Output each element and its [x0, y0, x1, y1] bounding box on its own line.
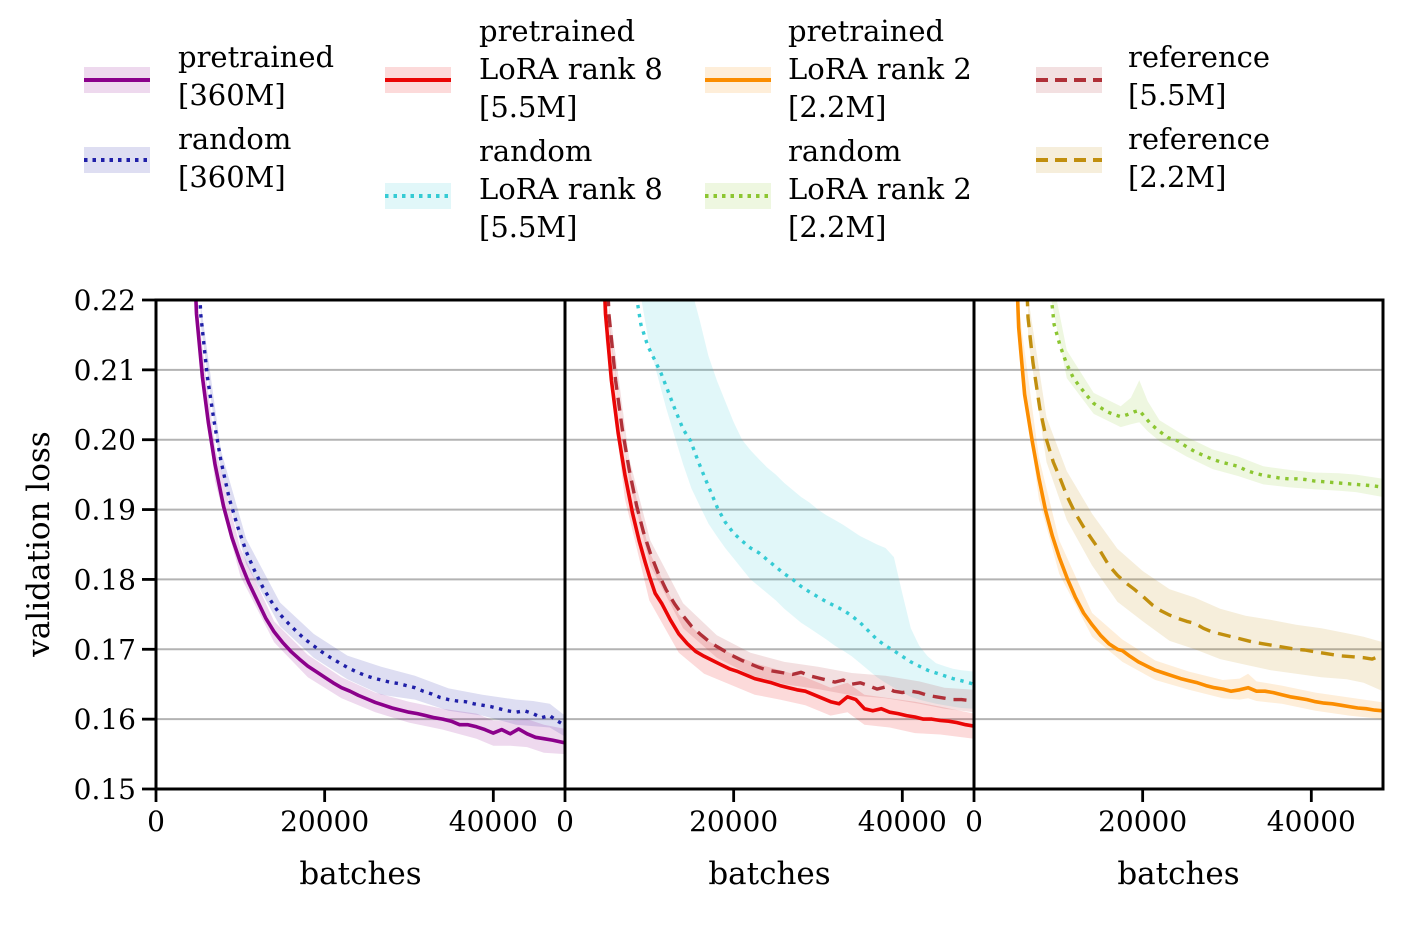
legend-swatch-line [705, 78, 771, 82]
y-tick-label: 0.20 [74, 424, 136, 457]
x-tick-label: 40000 [449, 805, 538, 838]
legend-label-pretrained-lora2: pretrained LoRA rank 2 [2.2M] [788, 12, 972, 126]
legend-label-pretrained-lora8: pretrained LoRA rank 8 [5.5M] [479, 12, 663, 126]
legend-label-line: random [178, 122, 292, 156]
legend-swatch-line [1036, 78, 1102, 82]
band-random-360m [200, 303, 565, 737]
y-tick-label: 0.16 [74, 703, 136, 736]
legend-swatch-line [385, 194, 451, 198]
legend-swatch-line [385, 78, 451, 82]
legend-label-line: random [479, 134, 593, 168]
legend-label-line: LoRA rank 8 [479, 52, 663, 86]
x-axis-label-lora-rank-2: batches [1117, 856, 1239, 892]
legend-label-pretrained-360m: pretrained [360M] [178, 38, 334, 114]
y-tick-label: 0.18 [74, 563, 136, 596]
legend-label-line: reference [1128, 40, 1271, 74]
legend-label-line: [5.5M] [479, 210, 578, 244]
series-pretrained-360m-line [194, 300, 565, 745]
legend-label-line: pretrained [178, 40, 335, 74]
legend-label-line: pretrained [479, 14, 636, 48]
legend: pretrained [360M] random [360M] pretrained Lo… [0, 0, 1412, 270]
y-tick-label: 0.15 [74, 773, 136, 806]
legend-swatch-pretrained-lora2 [705, 65, 771, 95]
band-reference-2p2m [1028, 300, 1383, 692]
panel-lora-rank-8 [603, 300, 974, 739]
legend-label-random-lora8: random LoRA rank 8 [5.5M] [479, 132, 663, 246]
legend-swatch-reference-2p2m [1036, 145, 1102, 175]
legend-swatch-random-lora2 [705, 181, 771, 211]
y-tick-label: 0.17 [74, 633, 136, 666]
legend-swatch-random-lora8 [385, 181, 451, 211]
legend-label-line: LoRA rank 2 [788, 172, 972, 206]
legend-label-line: LoRA rank 2 [788, 52, 972, 86]
legend-swatch-line [84, 78, 150, 82]
x-tick-label: 40000 [858, 805, 947, 838]
legend-label-line: random [788, 134, 902, 168]
y-tick-label: 0.21 [74, 354, 136, 387]
series-random-lora2-line [1049, 300, 1383, 489]
x-axis-label-full-model-360m: batches [299, 856, 421, 892]
legend-swatch-line [705, 194, 771, 198]
x-tick-label: 0 [147, 805, 165, 838]
legend-swatch-pretrained-lora8 [385, 65, 451, 95]
y-tick-label: 0.19 [74, 494, 136, 527]
band-pretrained-360m [196, 300, 565, 755]
legend-label-line: [2.2M] [788, 90, 887, 124]
legend-label-line: reference [1128, 122, 1271, 156]
legend-label-reference-5p5m: reference [5.5M] [1128, 38, 1270, 114]
legend-label-line: [2.2M] [788, 210, 887, 244]
series-reference-2p2m-line [1025, 300, 1383, 661]
x-tick-label: 0 [965, 805, 983, 838]
series-pretrained-lora2-line [1015, 300, 1383, 713]
legend-label-line: [360M] [178, 78, 286, 112]
x-tick-label: 20000 [280, 805, 369, 838]
y-axis-label: validation loss [21, 431, 57, 657]
band-random-lora2 [1051, 300, 1383, 497]
legend-label-line: [5.5M] [1128, 78, 1227, 112]
series-random-360m-line [198, 300, 565, 727]
spine-box-lora-rank-2 [972, 298, 1385, 791]
series-pretrained-lora8-line [603, 300, 974, 728]
legend-label-line: [360M] [178, 160, 286, 194]
x-axis-label-lora-rank-8: batches [708, 856, 830, 892]
band-random-lora8 [641, 300, 974, 709]
panel-lora-rank-2 [1015, 300, 1383, 720]
legend-swatch-line [1036, 158, 1102, 162]
series-reference-5p5m-line [606, 300, 974, 703]
legend-swatch-line [84, 158, 150, 162]
legend-label-line: pretrained [788, 14, 945, 48]
x-tick-label: 40000 [1267, 805, 1356, 838]
y-tick-label: 0.22 [74, 284, 136, 317]
legend-swatch-reference-5p5m [1036, 65, 1102, 95]
legend-label-random-360m: random [360M] [178, 120, 291, 196]
legend-label-line: LoRA rank 8 [479, 172, 663, 206]
x-tick-label: 20000 [1098, 805, 1187, 838]
x-tick-label: 0 [556, 805, 574, 838]
legend-label-line: [5.5M] [479, 90, 578, 124]
panel-full-model-360m [194, 300, 565, 755]
legend-label-reference-2p2m: reference [2.2M] [1128, 120, 1270, 196]
legend-label-random-lora2: random LoRA rank 2 [2.2M] [788, 132, 972, 246]
x-tick-label: 20000 [689, 805, 778, 838]
legend-swatch-pretrained-360m [84, 65, 150, 95]
legend-swatch-random-360m [84, 145, 150, 175]
legend-label-line: [2.2M] [1128, 160, 1227, 194]
